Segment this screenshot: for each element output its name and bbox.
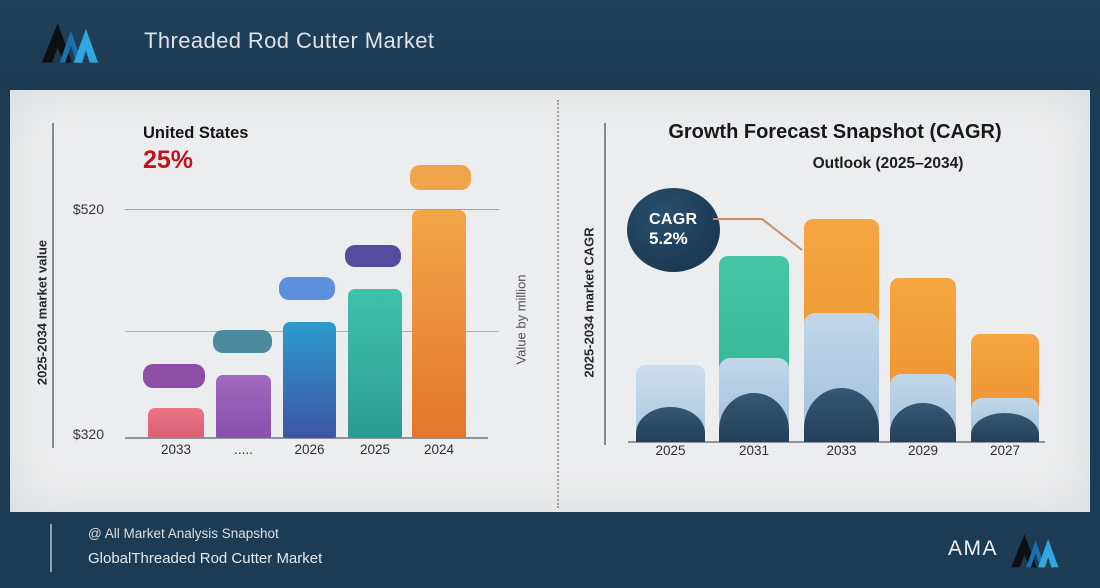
ama-logo-icon: [41, 23, 99, 63]
gridline-520: [125, 209, 499, 210]
right-y-axis: [604, 123, 606, 445]
right-chart-subtitle: Outlook (2025–2034): [812, 155, 964, 172]
left-right-axis-label: Value by million: [513, 274, 529, 365]
left-chart-region-title: United States: [143, 124, 249, 142]
x-label-.....: .....: [234, 442, 253, 457]
x-label-2027: 2027: [989, 443, 1021, 458]
bar-cap-2033: [143, 364, 205, 388]
bar-2026: [283, 322, 336, 438]
right-chart-title: Growth Forecast Snapshot (CAGR): [668, 121, 1002, 143]
bar-.....: [216, 375, 271, 438]
left-x-axis: [125, 437, 488, 439]
x-label-2025: 2025: [359, 442, 391, 457]
footer-brand-text: AMA: [948, 537, 999, 560]
page-title: Threaded Rod Cutter Market: [144, 28, 435, 53]
bar-cap-2024: [410, 165, 471, 190]
bar-cap-2026: [279, 277, 335, 300]
right-y-axis-label: 2025-2034 market CAGR: [581, 227, 597, 378]
left-chart-percent: 25%: [143, 146, 194, 174]
cagr-badge-label: CAGR: [649, 211, 698, 228]
ama-logo-footer-icon: [1011, 534, 1059, 568]
left-y-axis-label: 2025-2034 market value: [34, 239, 50, 386]
tick-520: $520: [72, 201, 104, 217]
cagr-badge: CAGR 5.2%: [627, 188, 720, 272]
right-x-axis: [628, 441, 1045, 443]
x-label-2031: 2031: [738, 443, 770, 458]
bar-2025-seg-dome: [636, 407, 705, 442]
header: Threaded Rod Cutter Market: [0, 0, 1100, 90]
bar-2027-seg-dome: [971, 413, 1039, 442]
footer-divider-bar: [50, 524, 52, 572]
bar-2025: [348, 289, 402, 438]
tick-320: $320: [72, 426, 104, 442]
bar-cap-.....: [213, 330, 272, 353]
x-label-2033: 2033: [826, 443, 857, 458]
x-label-2029: 2029: [907, 443, 939, 458]
footer-report-name: GlobalThreaded Rod Cutter Market: [88, 550, 323, 567]
bar-2033: [148, 408, 204, 438]
footer-tagline: @ All Market Analysis Snapshot: [88, 526, 279, 541]
cagr-badge-value: 5.2%: [649, 229, 688, 248]
bar-2024: [412, 210, 466, 438]
bar-cap-2025: [345, 245, 401, 267]
left-y-axis: [52, 123, 54, 448]
bar-2029-seg-dome: [890, 403, 956, 442]
panel-divider: [557, 100, 559, 508]
x-label-2026: 2026: [294, 442, 325, 457]
x-label-2033: 2033: [160, 442, 192, 457]
x-label-2025: 2025: [655, 443, 686, 458]
x-label-2024: 2024: [423, 442, 455, 457]
